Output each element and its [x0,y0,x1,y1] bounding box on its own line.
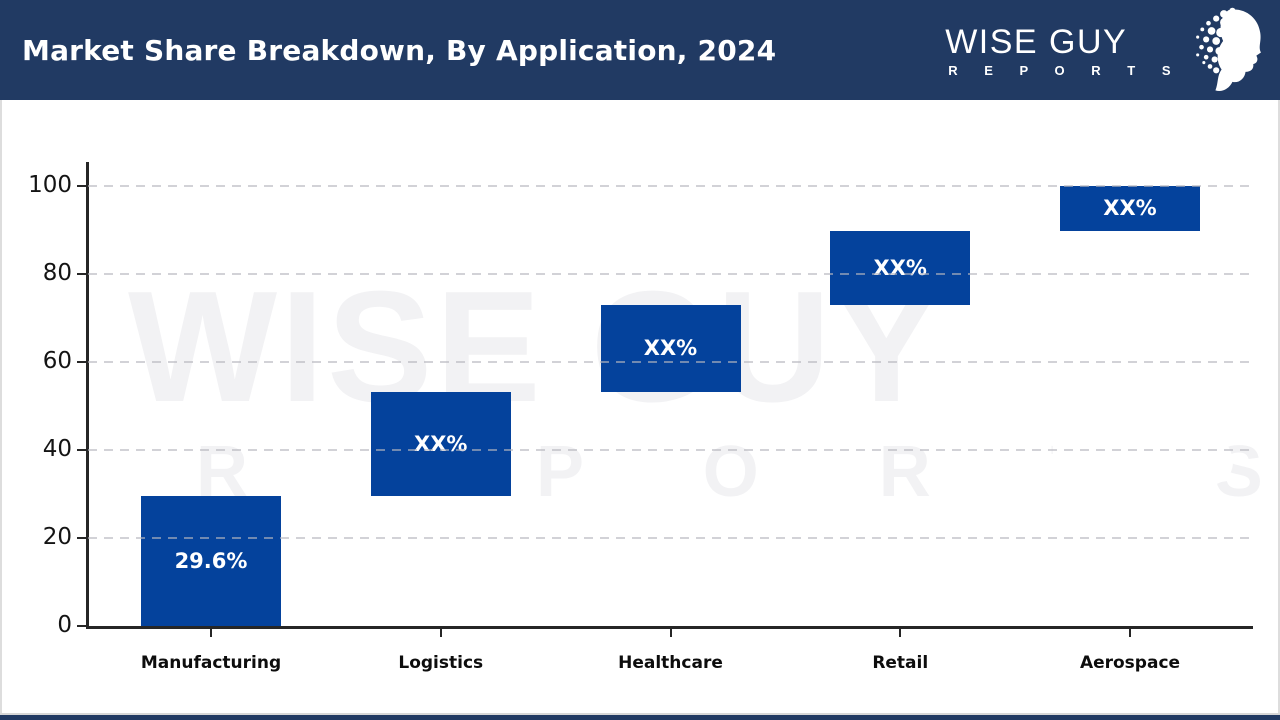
x-axis-label-retail: Retail [872,653,929,673]
x-tick-mark [439,629,442,637]
y-tick-label: 0 [57,612,72,638]
y-tick-mark [77,272,86,276]
gridline [88,273,1253,276]
gridline [88,185,1253,188]
y-tick-mark [77,185,86,188]
y-tick-label: 80 [42,260,72,287]
x-axis-label-logistics: Logistics [398,653,484,673]
x-tick-mark [210,629,213,637]
content-border-left [0,100,2,714]
x-tick-mark [899,629,902,637]
brand-name: WISE GUY [945,23,1128,61]
y-tick-mark [77,536,86,540]
waterfall-chart: 0 20 40 60 80 100 29.6% Manufacturing XX% Logisti… [28,162,1253,673]
brand-logo: WISE GUY R E P O R T S [945,7,1266,95]
bar-value-label: XX% [873,256,927,281]
bar-value-label: XX% [414,431,468,456]
x-axis-label-aerospace: Aerospace [1079,653,1181,673]
x-axis-label-manufacturing: Manufacturing [140,653,282,673]
x-axis-label-healthcare: Healthcare [618,653,723,673]
gridline [88,537,1253,540]
wiseguy-head-icon [1196,7,1261,92]
bar-aerospace: XX% [1060,186,1200,231]
bar-value-label: XX% [643,336,698,361]
bar-retail: XX% [830,231,971,305]
brand-subtitle: R E P O R T S [948,63,1182,78]
bar-value-label: XX% [1103,196,1157,221]
gridline [88,449,1253,452]
y-axis-line [86,162,89,629]
y-tick-label: 20 [42,524,72,551]
bar-value-label: 29.6% [174,548,248,573]
gridline [88,361,1253,364]
x-axis-line [86,626,1253,629]
bar-manufacturing: 29.6% [141,495,281,626]
y-tick-label: 40 [42,436,72,463]
y-tick-mark [77,624,86,627]
bar-healthcare: XX% [600,304,741,392]
y-tick-mark [77,448,86,452]
content-border-right [1278,100,1280,714]
x-tick-mark [669,629,672,637]
brand-logo-text: WISE GUY R E P O R T S [945,25,1182,77]
header: Market Share Breakdown, By Application, … [0,0,1280,100]
bar-logistics: XX% [370,392,511,496]
bottom-divider [0,713,1280,715]
x-tick-mark [1129,629,1132,637]
y-tick-label: 100 [28,172,72,199]
footer-strip [0,715,1280,720]
y-tick-label: 60 [42,348,72,375]
y-tick-mark [77,360,86,364]
page-title: Market Share Breakdown, By Application, … [22,33,777,67]
